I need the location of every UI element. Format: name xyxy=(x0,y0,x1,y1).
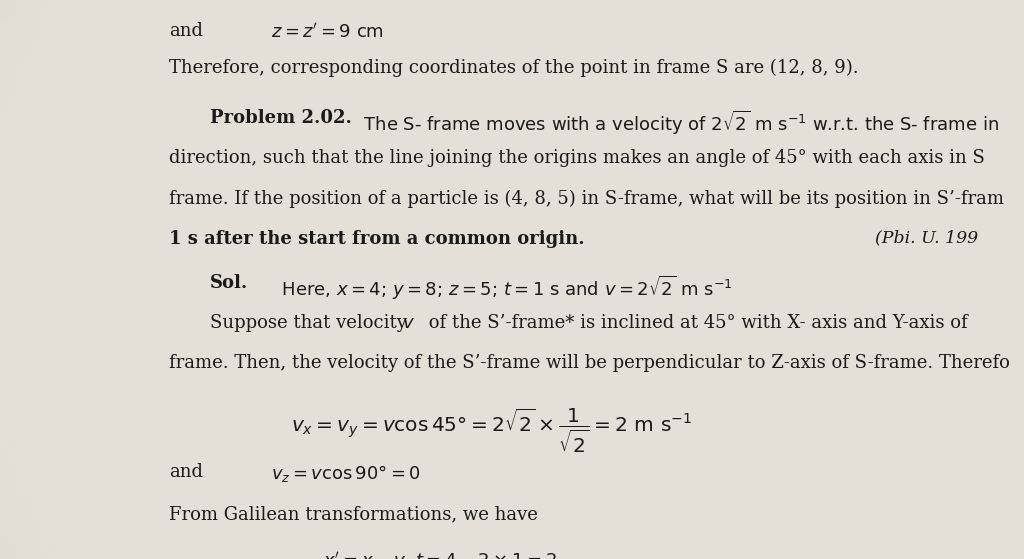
Text: frame. If the position of a particle is (4, 8, 5) in S-frame, what will be its p: frame. If the position of a particle is … xyxy=(169,190,1004,207)
Text: Sol.: Sol. xyxy=(210,274,248,292)
Text: The S- frame moves with a velocity of $2\sqrt{2}$ m s$^{-1}$ w.r.t. the S- frame: The S- frame moves with a velocity of $2… xyxy=(358,109,999,137)
Text: $v_x = v_y = v \cos 45° = 2\sqrt{2} \times \dfrac{1}{\sqrt{2}} = 2\ \mathrm{m\ s: $v_x = v_y = v \cos 45° = 2\sqrt{2} \tim… xyxy=(291,407,692,455)
Text: and: and xyxy=(169,22,203,40)
Text: Here, $x = 4$; $y = 8$; $z = 5$; $t = 1$ s and $v = 2\sqrt{2}$ m s$^{-1}$: Here, $x = 4$; $y = 8$; $z = 5$; $t = 1$… xyxy=(276,274,733,302)
Text: Suppose that velocity: Suppose that velocity xyxy=(210,314,413,332)
Text: and: and xyxy=(169,463,203,481)
Text: of the S’-frame* is inclined at 45° with X- axis and Y-axis of: of the S’-frame* is inclined at 45° with… xyxy=(423,314,968,332)
Text: frame. Then, the velocity of the S’-frame will be perpendicular to Z-axis of S-f: frame. Then, the velocity of the S’-fram… xyxy=(169,354,1010,372)
Text: $x^{\prime} = x - v_x\,t = 4 - 2 \times 1 = 2$: $x^{\prime} = x - v_x\,t = 4 - 2 \times … xyxy=(324,549,557,559)
Text: Problem 2.02.: Problem 2.02. xyxy=(210,109,352,127)
Text: Therefore, corresponding coordinates of the point in frame S are (12, 8, 9).: Therefore, corresponding coordinates of … xyxy=(169,59,858,77)
Text: From Galilean transformations, we have: From Galilean transformations, we have xyxy=(169,505,538,523)
Text: $v$: $v$ xyxy=(402,314,416,332)
Text: direction, such that the line joining the origins makes an angle of 45° with eac: direction, such that the line joining th… xyxy=(169,149,985,167)
Text: $v_z = v \cos 90° = 0$: $v_z = v \cos 90° = 0$ xyxy=(271,463,421,484)
Text: (Pbi. U. 199: (Pbi. U. 199 xyxy=(874,230,978,247)
Text: $z = z^{\prime} = 9$ cm: $z = z^{\prime} = 9$ cm xyxy=(271,22,384,41)
Text: 1 s after the start from a common origin.: 1 s after the start from a common origin… xyxy=(169,230,585,248)
